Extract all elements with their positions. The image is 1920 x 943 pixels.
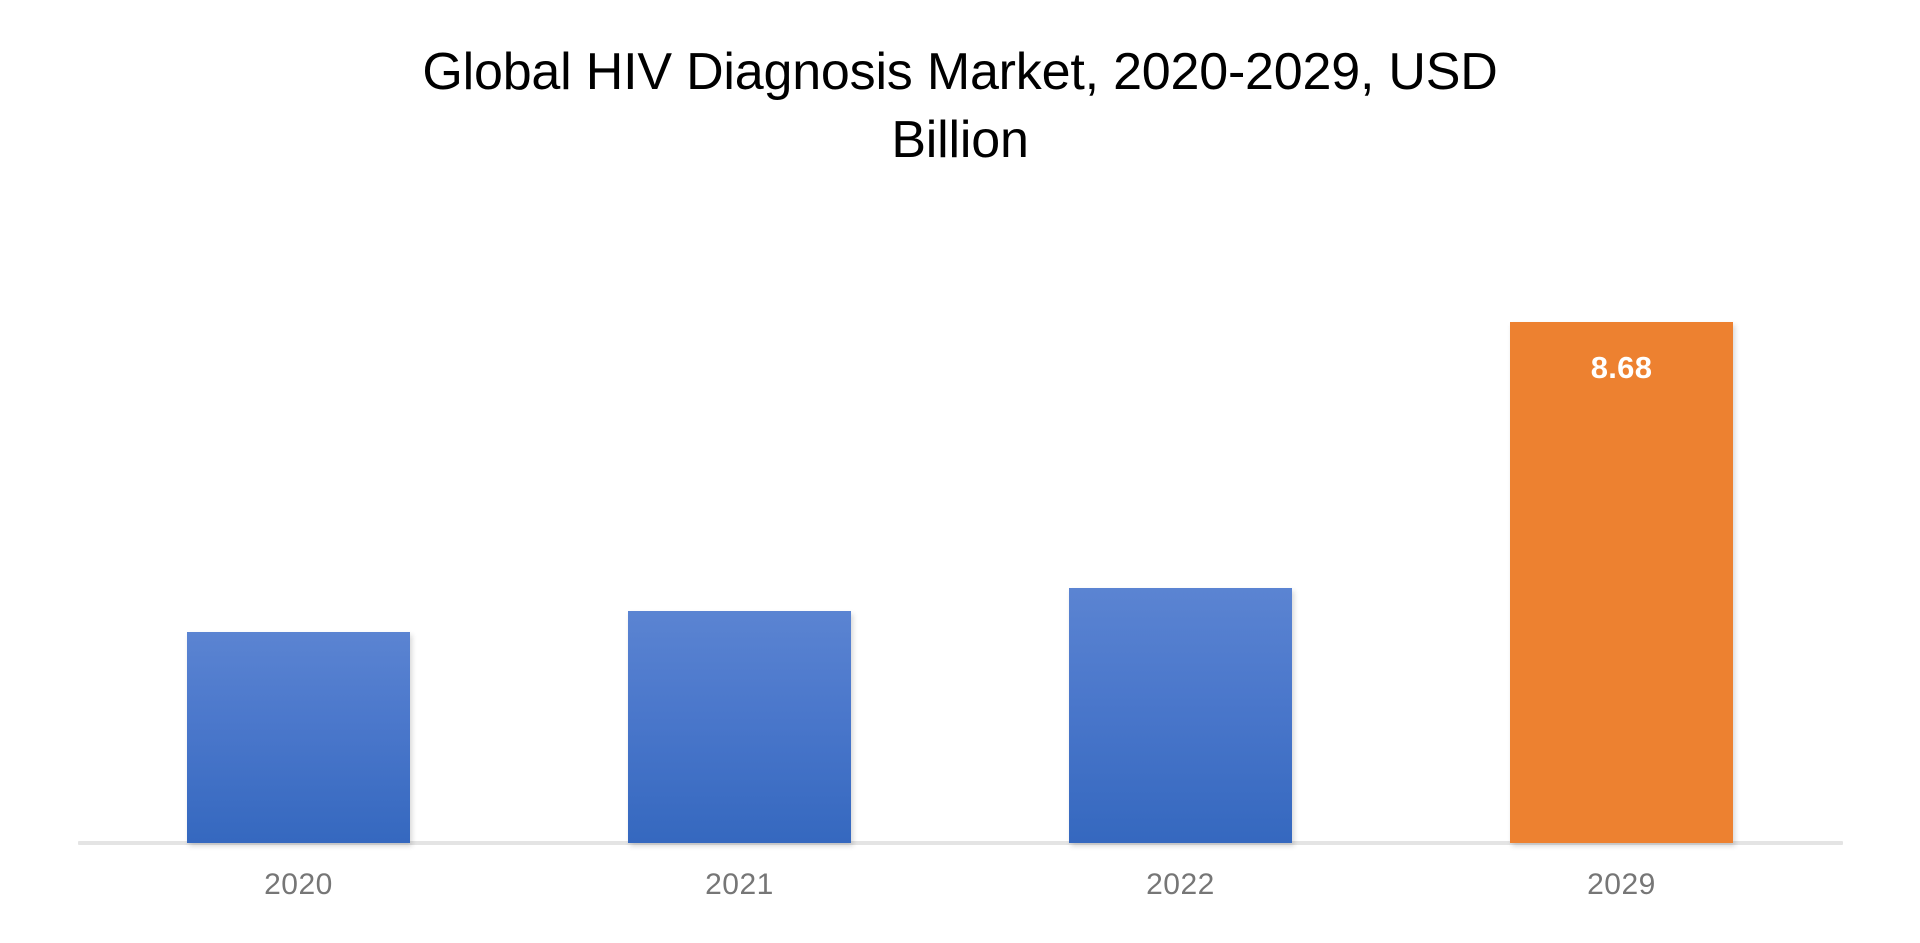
x-axis-label-2022: 2022: [1146, 868, 1215, 901]
x-axis-line: [78, 841, 1843, 845]
x-axis-label-2020: 2020: [264, 868, 333, 901]
bar-value-2029: 8.68: [1590, 350, 1653, 385]
bar-2022[interactable]: [1069, 588, 1292, 843]
bar-2021[interactable]: [628, 611, 851, 843]
x-axis-label-2029: 2029: [1587, 868, 1656, 901]
x-axis-label-2021: 2021: [705, 868, 774, 901]
bar-2020[interactable]: [187, 632, 410, 843]
chart-title: Global HIV Diagnosis Market, 2020-2029, …: [422, 43, 1512, 169]
bar-2029[interactable]: 8.68: [1510, 322, 1733, 843]
